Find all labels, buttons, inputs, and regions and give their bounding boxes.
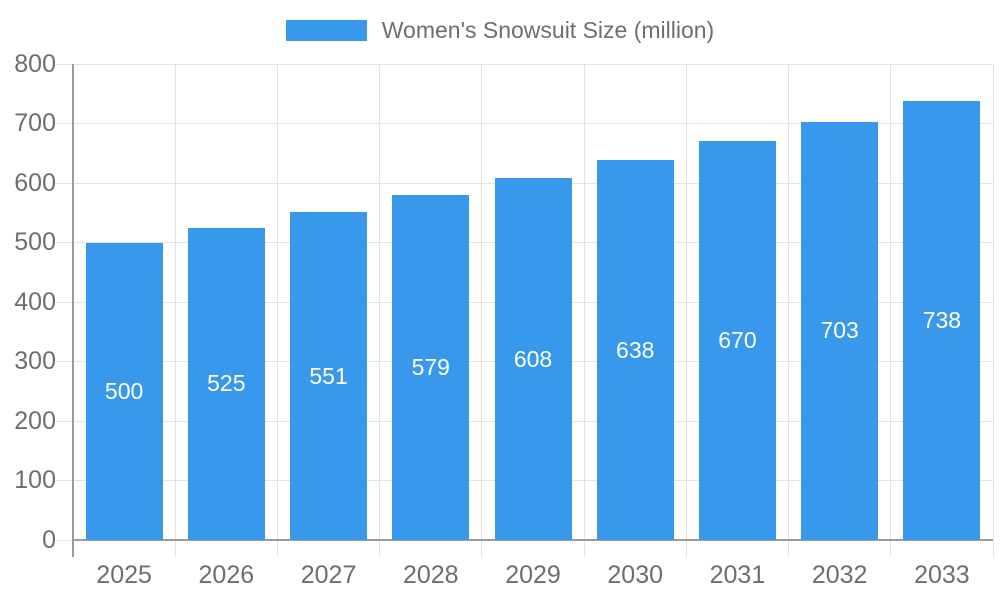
bar-2033	[903, 100, 981, 540]
gridline-vertical	[890, 64, 892, 557]
x-axis-tick-label: 2025	[96, 561, 152, 589]
bar-2027	[290, 212, 368, 540]
x-axis-tick-label: 2030	[607, 561, 664, 589]
bar-2032	[801, 121, 879, 540]
x-axis-tick-label: 2029	[505, 561, 561, 589]
bar-value-label: 638	[616, 336, 655, 363]
bar-2031	[698, 141, 776, 540]
legend-label: Women's Snowsuit Size (million)	[381, 16, 715, 43]
y-axis-tick-label: 100	[14, 466, 56, 494]
y-axis-tick-label: 600	[14, 168, 56, 197]
bar-2025	[85, 242, 163, 540]
legend-swatch	[285, 19, 367, 41]
x-axis-tick-label: 2027	[300, 561, 357, 589]
bar-value-label: 670	[718, 327, 757, 354]
x-axis-tick-label: 2026	[198, 561, 255, 589]
bar-value-label: 738	[922, 306, 962, 333]
bar-value-label: 500	[104, 377, 144, 404]
bar-value-label: 551	[309, 362, 348, 389]
gridline-vertical	[992, 64, 994, 557]
gridline-vertical	[583, 64, 585, 557]
x-axis-tick-label: 2028	[402, 561, 459, 589]
bar-value-label: 608	[513, 345, 553, 372]
y-axis-tick-label: 0	[42, 525, 56, 554]
gridline-vertical	[685, 64, 687, 557]
x-axis-tick-label: 2032	[811, 561, 868, 589]
gridline-vertical	[276, 64, 278, 557]
gridline-vertical	[788, 64, 790, 557]
gridline-vertical	[379, 64, 381, 557]
y-axis-tick-label: 300	[14, 347, 56, 375]
y-axis-tick-label: 700	[14, 109, 56, 137]
gridline-vertical	[481, 64, 483, 557]
x-axis-line	[73, 539, 993, 541]
y-axis-tick-label: 500	[14, 228, 56, 256]
gridline-horizontal	[56, 123, 993, 124]
x-axis-tick-label: 2031	[709, 561, 766, 589]
bar-2030	[596, 160, 674, 540]
bar-2026	[187, 227, 265, 540]
gridline-horizontal	[56, 63, 993, 65]
x-axis-tick-label: 2033	[914, 561, 970, 589]
bar-2029	[494, 178, 572, 540]
y-axis-tick-label: 400	[14, 287, 56, 316]
bar-value-label: 703	[820, 317, 859, 344]
bar-2028	[392, 195, 470, 540]
gridline-vertical	[174, 64, 176, 557]
y-axis-tick-label: 800	[14, 49, 56, 78]
y-axis-tick-label: 200	[14, 406, 56, 435]
y-axis-line	[72, 64, 74, 557]
bar-value-label: 579	[411, 354, 450, 381]
bar-value-label: 525	[207, 370, 246, 397]
chart-legend: Women's Snowsuit Size (million)	[0, 0, 1000, 60]
